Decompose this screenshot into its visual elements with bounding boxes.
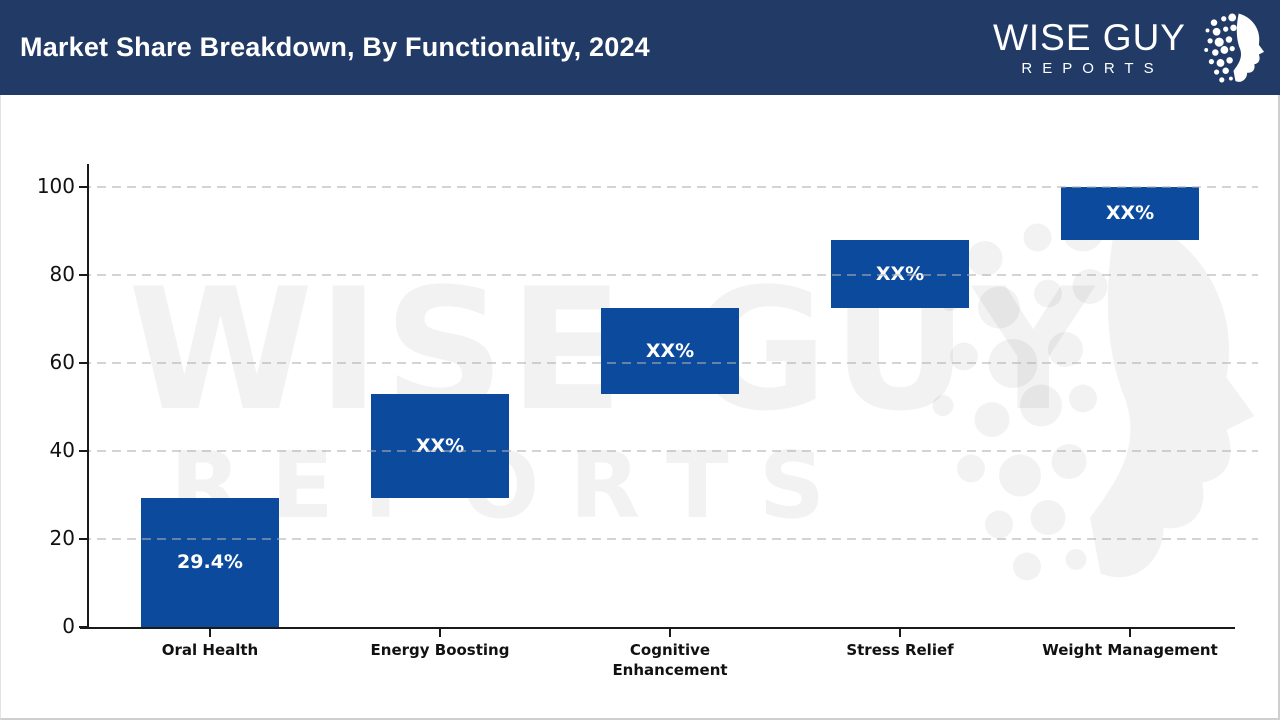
gridline-y40 <box>82 450 1258 452</box>
x-tick-mark <box>1129 629 1131 637</box>
wiseguy-face-icon <box>1204 13 1265 82</box>
bar-value-label: 29.4% <box>177 551 243 574</box>
y-axis-tick-label: 100 <box>36 174 75 198</box>
bar-value-label: XX% <box>1105 202 1155 225</box>
brand-logo-text: WISE GUY REPORTS <box>993 19 1186 76</box>
gridline-y80 <box>82 274 1258 276</box>
bar-oral-health: 29.4% <box>141 497 279 627</box>
gridline-y100 <box>82 186 1258 188</box>
logo-subtext: REPORTS <box>1021 60 1164 77</box>
x-tick-mark <box>899 629 901 637</box>
bar-cognitive-enhancement: XX% <box>601 308 739 394</box>
bar-value-label: XX% <box>875 262 925 285</box>
x-axis-category-label: Weight Management <box>1042 641 1218 659</box>
y-tick-mark <box>79 186 87 188</box>
bar-value-label: XX% <box>645 339 695 362</box>
bar-stress-relief: XX% <box>831 239 969 308</box>
x-axis-category-label: Oral Health <box>161 641 259 659</box>
y-axis-tick-label: 0 <box>62 614 75 638</box>
y-axis-tick-label: 20 <box>49 526 75 550</box>
y-tick-mark <box>79 450 87 452</box>
y-axis-tick-label: 80 <box>49 262 75 286</box>
x-tick-mark <box>209 629 211 637</box>
y-axis-spine <box>87 164 89 629</box>
x-axis-category-label: Stress Relief <box>846 641 954 659</box>
y-tick-mark <box>79 362 87 364</box>
logo-wordmark: WISE GUY <box>992 17 1186 58</box>
bar-value-label: XX% <box>415 434 465 457</box>
y-axis-tick-label: 60 <box>49 350 75 374</box>
x-axis-category-label: Energy Boosting <box>370 641 510 659</box>
chart-title: Market Share Breakdown, By Functionality… <box>20 32 650 62</box>
gridline-y20 <box>82 538 1258 540</box>
bar-energy-boosting: XX% <box>371 393 509 498</box>
header-bar: Market Share Breakdown, By Functionality… <box>0 0 1280 95</box>
y-tick-mark <box>79 274 87 276</box>
brand-logo: WISE GUY REPORTS <box>993 10 1266 86</box>
y-tick-mark <box>79 538 87 540</box>
y-axis-tick-label: 40 <box>49 438 75 462</box>
x-tick-mark <box>669 629 671 637</box>
x-axis-line <box>80 627 1235 629</box>
x-tick-mark <box>439 629 441 637</box>
gridline-y60 <box>82 362 1258 364</box>
bar-weight-management: XX% <box>1061 187 1199 240</box>
x-axis-category-label: Cognitive Enhancement <box>612 641 728 680</box>
